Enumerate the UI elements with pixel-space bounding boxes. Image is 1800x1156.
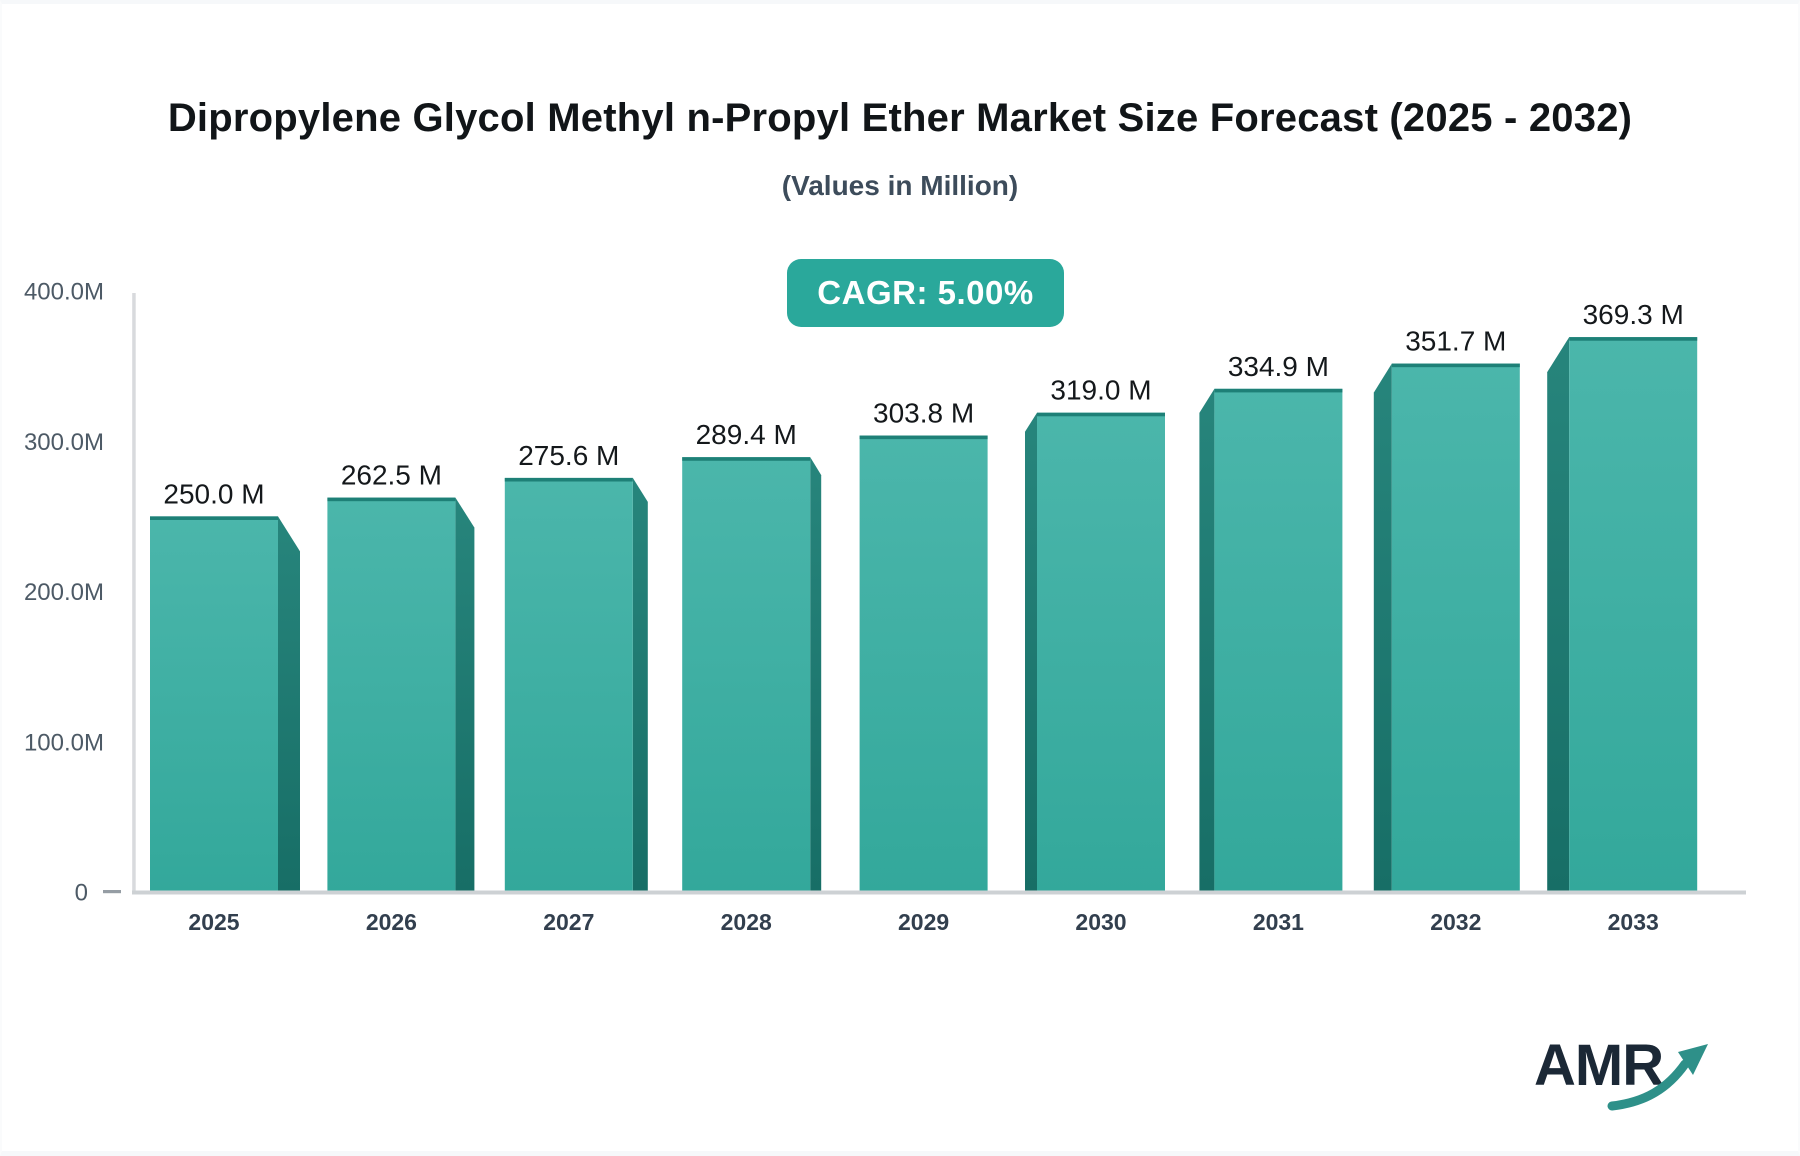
x-tick-label: 2027 bbox=[543, 909, 594, 935]
bar-top-edge bbox=[1037, 412, 1165, 417]
bar-group-2029: 303.8 M 2029 bbox=[859, 398, 988, 935]
bar-group-2027: 275.6 M 2027 bbox=[504, 440, 648, 935]
growth-arrow-icon bbox=[1607, 1044, 1708, 1111]
bar-top-edge bbox=[327, 497, 456, 502]
bar-side bbox=[455, 497, 475, 892]
page-title: Dipropylene Glycol Methyl n-Propyl Ether… bbox=[167, 96, 1633, 140]
y-tick-label: 0 bbox=[75, 880, 88, 907]
bar-value-label: 262.5 M bbox=[341, 460, 442, 491]
bar-value-label: 334.9 M bbox=[1228, 351, 1329, 382]
bar-side bbox=[632, 477, 648, 892]
bar-face bbox=[1569, 337, 1698, 893]
bar-group-2025: 250.0 M 2025 bbox=[150, 478, 300, 935]
x-axis-line bbox=[132, 890, 1746, 895]
x-tick-label: 2031 bbox=[1253, 909, 1304, 935]
x-tick-label: 2033 bbox=[1608, 909, 1659, 935]
bar-top-edge bbox=[150, 516, 278, 520]
bar-face bbox=[1037, 412, 1165, 892]
bar-top-edge bbox=[504, 477, 633, 482]
bar-face bbox=[504, 477, 633, 892]
bar-group-2026: 262.5 M 2026 bbox=[327, 460, 475, 935]
bar-face bbox=[327, 497, 456, 892]
bar-top-edge bbox=[682, 457, 811, 461]
bar-side bbox=[1547, 337, 1570, 893]
bar-top-edge bbox=[1391, 363, 1520, 368]
bar-side bbox=[1025, 412, 1037, 892]
bar-value-label: 275.6 M bbox=[518, 440, 619, 471]
page-subtitle: (Values in Million) bbox=[781, 170, 1019, 201]
bar-value-label: 289.4 M bbox=[696, 419, 797, 450]
bar-value-label: 351.7 M bbox=[1405, 326, 1506, 357]
bar-top-edge bbox=[859, 435, 988, 440]
y-axis-line bbox=[132, 293, 136, 893]
bar-value-label: 319.0 M bbox=[1050, 375, 1151, 406]
bar-face bbox=[1214, 388, 1343, 892]
bar-group-2032: 351.7 M 2032 bbox=[1373, 326, 1520, 935]
bar-face bbox=[150, 516, 278, 892]
bar-value-label: 250.0 M bbox=[163, 478, 264, 509]
bar-side bbox=[278, 516, 300, 892]
amr-logo: AMR bbox=[1534, 1036, 1734, 1126]
bar-top-edge bbox=[1569, 337, 1698, 341]
cagr-badge-label: CAGR: 5.00% bbox=[817, 274, 1034, 311]
bar-side bbox=[1373, 363, 1392, 892]
bar-group-2033: 369.3 M 2033 bbox=[1547, 299, 1698, 935]
x-tick-label: 2028 bbox=[721, 909, 772, 935]
bar-side bbox=[810, 457, 822, 892]
bar-face bbox=[682, 457, 811, 892]
bar-group-2028: 289.4 M 2028 bbox=[682, 419, 822, 935]
bar-face bbox=[859, 435, 988, 892]
y-tick-label: 400.0M bbox=[24, 279, 104, 306]
x-tick-label: 2030 bbox=[1075, 909, 1126, 935]
bar-value-label: 303.8 M bbox=[873, 398, 974, 429]
logo-text: AMR bbox=[1534, 1033, 1664, 1098]
bar-group-2030: 319.0 M 2030 bbox=[1025, 375, 1165, 935]
zero-tick-dash bbox=[103, 890, 121, 894]
y-tick-label: 200.0M bbox=[24, 579, 104, 606]
bar-top-edge bbox=[1214, 388, 1343, 393]
bar-value-label: 369.3 M bbox=[1583, 299, 1684, 330]
y-tick-label: 300.0M bbox=[24, 429, 104, 456]
x-tick-label: 2026 bbox=[366, 909, 417, 935]
x-tick-label: 2029 bbox=[898, 909, 949, 935]
market-size-bar-chart: 400.0M 300.0M 200.0M 100.0M 0 250.0 M 2025 262.… bbox=[24, 279, 1746, 935]
bar-group-2031: 334.9 M 2031 bbox=[1199, 351, 1343, 935]
x-tick-label: 2032 bbox=[1430, 909, 1481, 935]
y-tick-label: 100.0M bbox=[24, 729, 104, 756]
bar-side bbox=[1199, 388, 1215, 892]
bar-face bbox=[1391, 363, 1520, 892]
x-tick-label: 2025 bbox=[188, 909, 239, 935]
cagr-badge: CAGR: 5.00% bbox=[787, 259, 1064, 327]
